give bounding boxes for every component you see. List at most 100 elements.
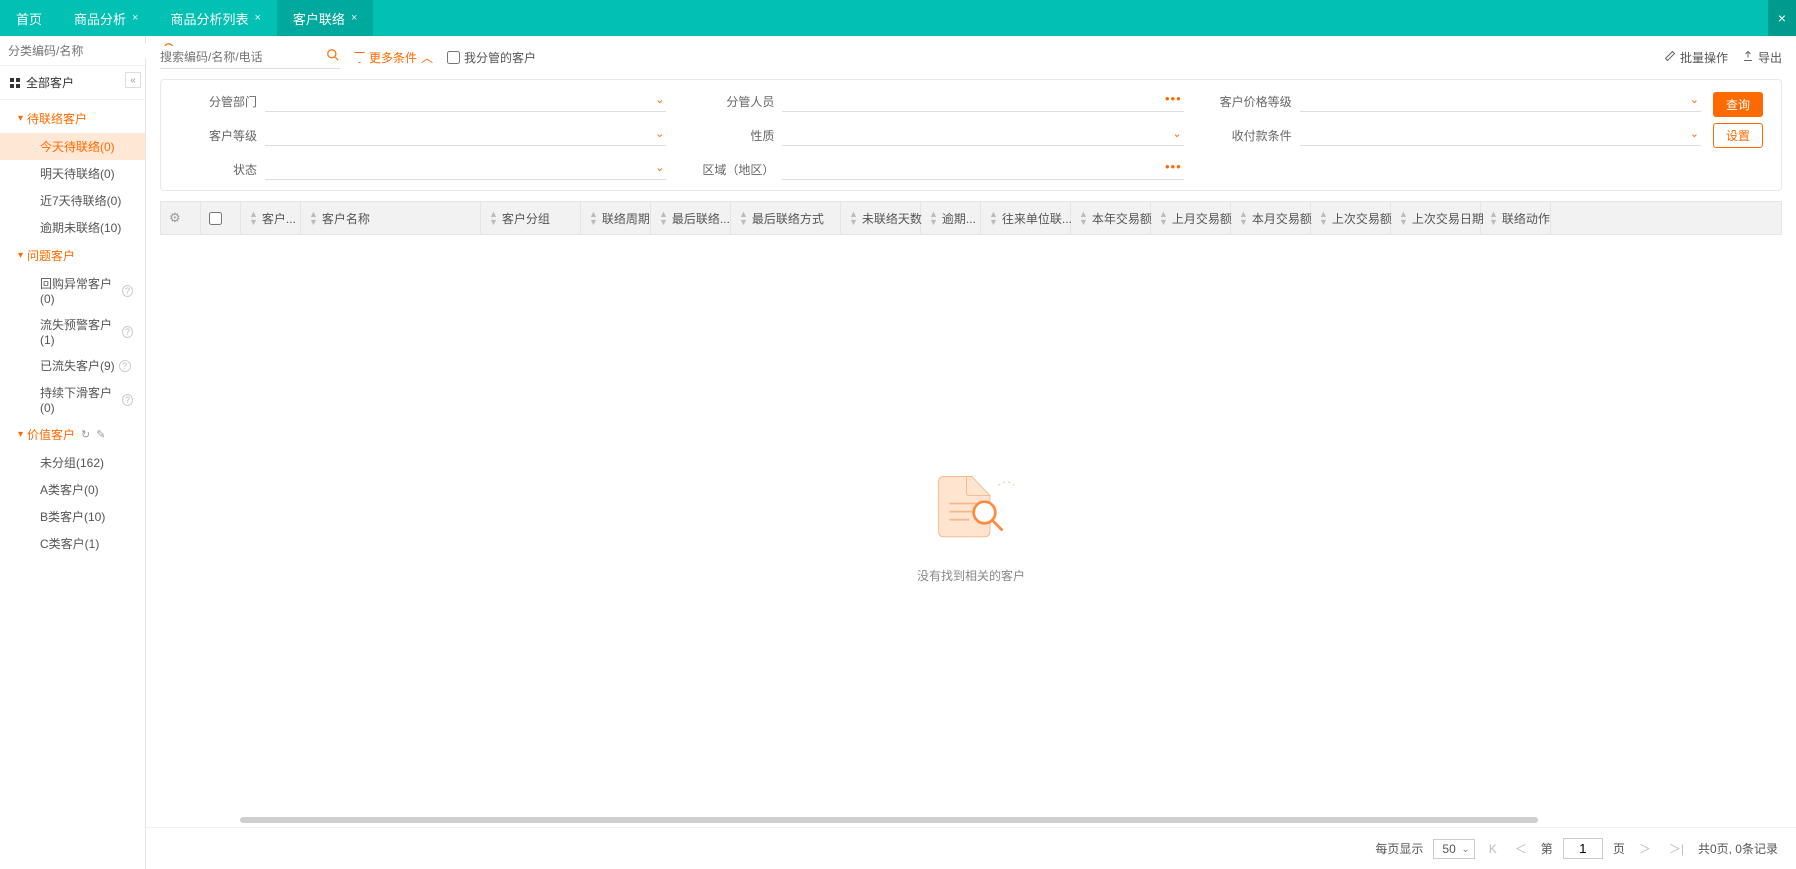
filter-label: 客户价格等级 xyxy=(1214,93,1300,110)
sidebar-collapse[interactable]: « xyxy=(125,72,141,88)
more-filters-toggle[interactable]: 更多条件 ︿ xyxy=(354,49,433,66)
select-all-checkbox[interactable] xyxy=(201,202,241,234)
caret-down-icon: ▾ xyxy=(18,250,23,261)
filter-label: 区域（地区） xyxy=(696,161,782,178)
close-icon[interactable]: × xyxy=(132,12,138,24)
sidebar-item[interactable]: 明天待联络(0) xyxy=(0,160,145,187)
empty-illustration-icon xyxy=(916,463,1026,553)
sidebar-item[interactable]: 回购异常客户(0)? xyxy=(0,270,145,311)
sidebar-item[interactable]: A类客户(0) xyxy=(0,476,145,503)
tab-customer-contact[interactable]: 客户联络× xyxy=(277,0,373,36)
main-panel: 更多条件 ︿ 我分管的客户 批量操作 导出 分管部门⌄ 分管人员••• 客户价格等级… xyxy=(146,36,1796,869)
checkbox-mine-input[interactable] xyxy=(447,51,460,64)
sidebar-item[interactable]: 已流失客户(9)? xyxy=(0,352,145,379)
sort-icon: ▲▼ xyxy=(659,210,668,226)
pager-last[interactable]: ＞| xyxy=(1665,840,1688,857)
column-settings[interactable]: ⚙ xyxy=(161,202,201,234)
close-icon[interactable]: × xyxy=(351,12,357,24)
column-header[interactable]: ▲▼客户... xyxy=(241,202,301,234)
sidebar-item[interactable]: 今天待联络(0) xyxy=(0,133,145,160)
column-header[interactable]: ▲▼逾期... xyxy=(921,202,981,234)
filter-label: 客户等级 xyxy=(179,127,265,144)
empty-text: 没有找到相关的客户 xyxy=(917,567,1025,584)
export-action[interactable]: 导出 xyxy=(1742,49,1782,66)
sort-icon: ▲▼ xyxy=(1079,210,1088,226)
sidebar-search-input[interactable] xyxy=(8,44,163,58)
column-header[interactable]: ▲▼最后联络方式 xyxy=(731,202,841,234)
edit-icon[interactable]: ✎ xyxy=(96,428,105,441)
sort-icon: ▲▼ xyxy=(1319,210,1328,226)
column-header[interactable]: ▲▼联络周期 xyxy=(581,202,651,234)
column-header[interactable]: ▲▼未联络天数 xyxy=(841,202,921,234)
filter-field[interactable]: 客户等级 ⌄ xyxy=(179,124,666,146)
pager-prev[interactable]: ＜ xyxy=(1511,840,1531,857)
sort-icon: ▲▼ xyxy=(1399,210,1408,226)
sidebar-item[interactable]: 逾期未联络(10) xyxy=(0,214,145,241)
column-header[interactable]: ▲▼上月交易额 xyxy=(1151,202,1231,234)
column-header[interactable]: ▲▼本年交易额 xyxy=(1071,202,1151,234)
chevron-down-icon[interactable]: ⌄ xyxy=(1172,127,1181,140)
sidebar-item[interactable]: 未分组(162) xyxy=(0,449,145,476)
filter-field[interactable]: 性质⌄ xyxy=(696,124,1183,146)
column-header[interactable]: ▲▼上次交易日期 xyxy=(1391,202,1481,234)
grid-icon xyxy=(10,78,20,88)
sidebar-item[interactable]: 流失预警客户(1)? xyxy=(0,311,145,352)
pager: 每页显示 50⌄ K ＜ 第 页 ＞ ＞| 共0页, 0条记录 xyxy=(146,827,1796,869)
filter-field[interactable]: 分管人员••• xyxy=(696,90,1183,112)
per-page-label: 每页显示 xyxy=(1375,840,1423,857)
query-button[interactable]: 查询 xyxy=(1713,92,1763,117)
column-header[interactable]: ▲▼客户分组 xyxy=(481,202,581,234)
column-header[interactable]: ▲▼客户名称 xyxy=(301,202,481,234)
more-icon[interactable]: ••• xyxy=(1165,91,1182,106)
page-number-input[interactable] xyxy=(1563,838,1603,859)
settings-button[interactable]: 设置 xyxy=(1713,123,1763,148)
tab-home[interactable]: 首页 xyxy=(0,0,58,36)
chevron-down-icon[interactable]: ⌄ xyxy=(655,127,664,140)
sidebar-group[interactable]: ▾待联络客户 xyxy=(0,104,145,133)
chevron-down-icon[interactable]: ⌄ xyxy=(655,93,664,106)
tab-product-analysis[interactable]: 商品分析× xyxy=(58,0,154,36)
filter-field[interactable]: 状态⌄ xyxy=(179,158,666,180)
column-header[interactable]: ▲▼联络动作 xyxy=(1481,202,1551,234)
sort-icon: ▲▼ xyxy=(489,210,498,226)
sort-icon: ▲▼ xyxy=(929,210,938,226)
column-header[interactable]: ▲▼往来单位联... xyxy=(981,202,1071,234)
chevron-down-icon[interactable]: ⌄ xyxy=(1690,127,1699,140)
refresh-icon[interactable]: ↻ xyxy=(81,428,90,441)
sidebar-item[interactable]: B类客户(10) xyxy=(0,503,145,530)
pager-next[interactable]: ＞ xyxy=(1635,840,1655,857)
sidebar-all-customers[interactable]: 全部客户 « xyxy=(0,66,145,100)
horizontal-scrollbar[interactable] xyxy=(160,817,1782,825)
sidebar-group[interactable]: ▾价值客户↻✎ xyxy=(0,420,145,449)
search-input[interactable] xyxy=(160,46,340,68)
filter-field[interactable]: 客户价格等级 ⌄ xyxy=(1214,90,1701,112)
sidebar-item[interactable]: 持续下滑客户(0)? xyxy=(0,379,145,420)
chevron-down-icon[interactable]: ⌄ xyxy=(655,161,664,174)
tab-product-analysis-list[interactable]: 商品分析列表× xyxy=(154,0,276,36)
checkbox-mine[interactable]: 我分管的客户 xyxy=(447,49,536,66)
help-icon[interactable]: ? xyxy=(122,326,133,338)
sidebar-group[interactable]: ▾问题客户 xyxy=(0,241,145,270)
column-header[interactable]: ▲▼最后联络... xyxy=(651,202,731,234)
sidebar-item[interactable]: C类客户(1) xyxy=(0,530,145,557)
sidebar-item[interactable]: 近7天待联络(0) xyxy=(0,187,145,214)
close-all-tabs[interactable]: × xyxy=(1768,0,1796,36)
help-icon[interactable]: ? xyxy=(122,285,133,297)
close-icon[interactable]: × xyxy=(254,12,260,24)
filter-field[interactable]: 分管部门⌄ xyxy=(179,90,666,112)
chevron-down-icon[interactable]: ⌄ xyxy=(1690,93,1699,106)
chevron-up-icon: ︿ xyxy=(421,49,433,66)
help-icon[interactable]: ? xyxy=(122,394,133,406)
filter-field[interactable]: 收付款条件⌄ xyxy=(1214,124,1701,146)
filter-field[interactable]: 区域（地区） ••• xyxy=(696,158,1183,180)
per-page-select[interactable]: 50⌄ xyxy=(1433,839,1474,859)
sort-icon: ▲▼ xyxy=(1159,210,1168,226)
help-icon[interactable]: ? xyxy=(119,360,131,372)
search-icon[interactable] xyxy=(326,48,340,65)
column-header[interactable]: ▲▼本月交易额 xyxy=(1231,202,1311,234)
sort-icon: ▲▼ xyxy=(309,210,318,226)
column-header[interactable]: ▲▼上次交易额 xyxy=(1311,202,1391,234)
batch-action[interactable]: 批量操作 xyxy=(1664,49,1728,66)
pager-first[interactable]: K xyxy=(1485,842,1501,856)
more-icon[interactable]: ••• xyxy=(1165,159,1182,174)
